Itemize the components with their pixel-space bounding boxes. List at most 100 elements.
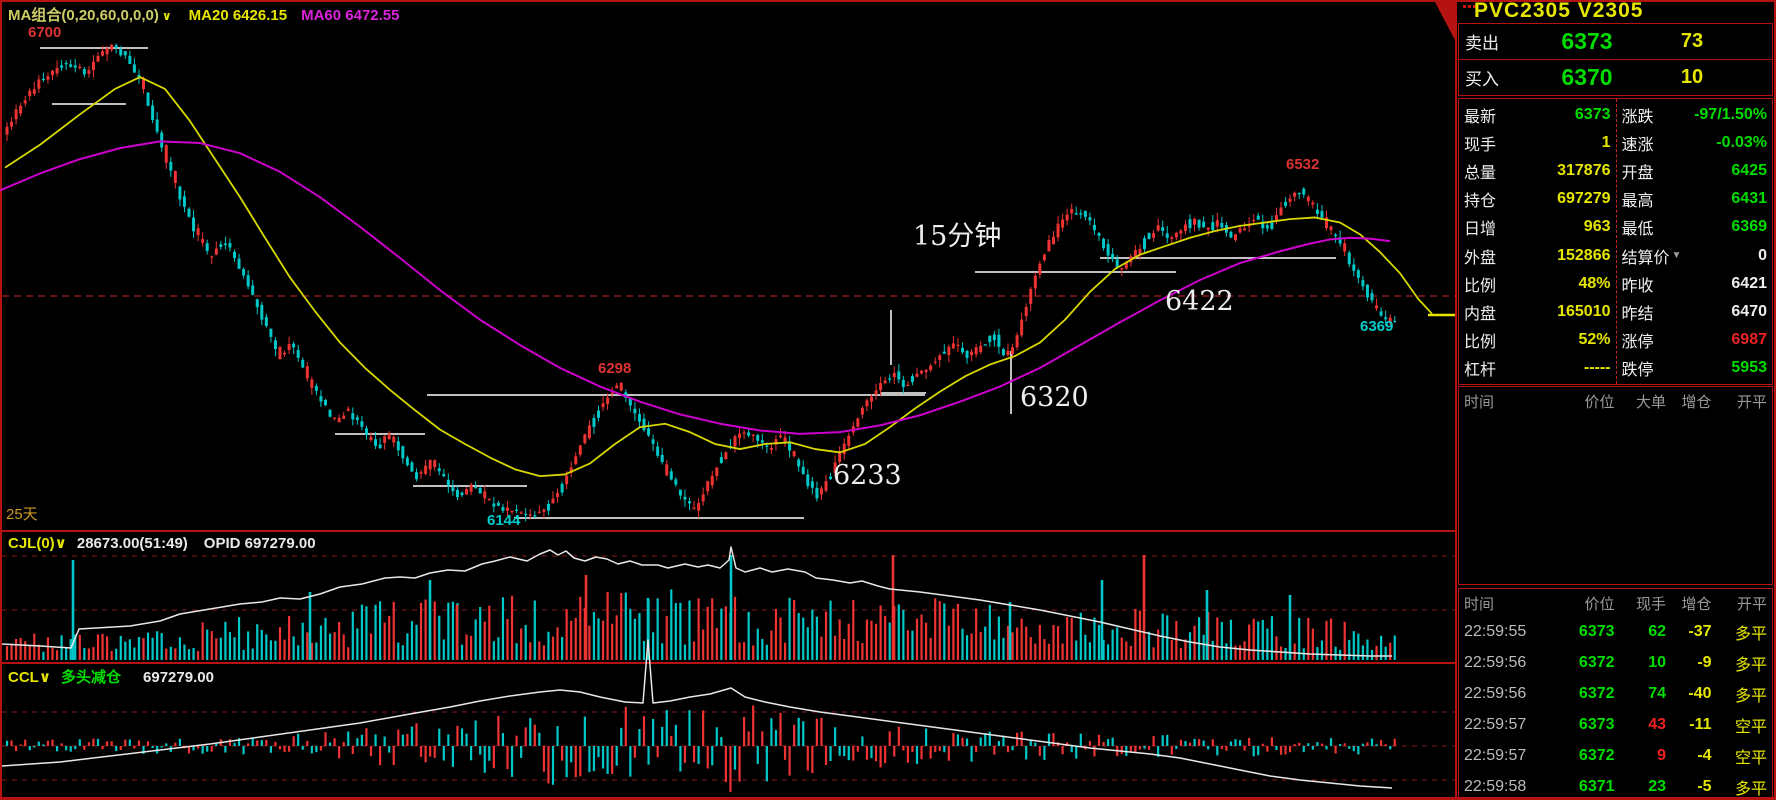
large-order-table[interactable]: 时间 价位 大单 增仓 开平 [1458, 386, 1773, 585]
ma60-value: 6472.55 [345, 7, 400, 24]
ask-label: 卖出 [1465, 34, 1499, 53]
tick-qty: 9 [1657, 746, 1666, 764]
stat-row-right-4: 最低 6369 [1617, 214, 1773, 241]
stat-row-left-4: 日增 963 [1459, 214, 1616, 241]
contract-marker-icon [1463, 4, 1466, 8]
tick-price: 6372 [1578, 684, 1615, 702]
stat-value: 0 [1758, 246, 1767, 264]
panel-title-row: PVC2305 V2305 [1463, 0, 1643, 22]
tick-qty: 10 [1648, 653, 1666, 671]
ccl-legend: CCL∨ 多头减仓 697279.00 [8, 666, 214, 687]
tick-side: 空平 [1734, 749, 1767, 767]
stat-value: 48% [1578, 274, 1611, 292]
ma-group-label: MA组合(0,20,60,0,0,0) [8, 7, 159, 24]
tick-row: 22:59:55 6373 62 -37 多平 [1464, 616, 1767, 647]
stat-value: 6425 [1731, 162, 1767, 180]
tick-time: 22:59:57 [1464, 715, 1527, 733]
tick-table-body: 22:59:55 6373 62 -37 多平 22:59:56 6372 10 -9 多平 22:… [1459, 616, 1772, 800]
cjl-indicator-label: CJL(0) [8, 535, 55, 552]
stat-label: 开盘 [1621, 165, 1654, 183]
column-header-4: 开平 [1736, 596, 1767, 613]
stat-value: 697279 [1557, 190, 1611, 208]
column-header-3: 增仓 [1681, 596, 1712, 613]
tick-time: 22:59:58 [1464, 777, 1527, 795]
chevron-down-icon[interactable]: ∨ [54, 535, 67, 552]
stat-label: 比例 [1464, 333, 1497, 351]
chevron-down-icon[interactable]: ∨ [38, 669, 52, 686]
opid-value: 697279.00 [244, 535, 316, 552]
stats-column-left: 最新 6373 现手 1 总量 317876 持仓 697279 日增 963 外盘 152866 比例… [1459, 99, 1616, 384]
tick-price: 6373 [1578, 715, 1615, 733]
tick-price: 6371 [1578, 777, 1615, 795]
ma-legend: MA组合(0,20,60,0,0,0) ∨ MA20 6426.15 MA60 647… [8, 4, 400, 25]
tick-time: 22:59:57 [1464, 746, 1527, 764]
ccl-signal: 多头减仓 [61, 669, 122, 686]
bid-label: 买入 [1465, 70, 1499, 89]
bid-row[interactable]: 买入 6370 10 [1459, 60, 1772, 95]
corner-flag-icon [1435, 2, 1457, 44]
stat-label: 涨跌 [1621, 109, 1654, 127]
stat-row-left-7: 内盘 165010 [1459, 298, 1616, 325]
kline-chart[interactable] [0, 0, 1457, 800]
tick-price: 6372 [1578, 746, 1615, 764]
tick-row: 22:59:56 6372 74 -40 多平 [1464, 678, 1767, 709]
column-header-2: 大单 [1635, 394, 1666, 411]
stat-value: 317876 [1557, 162, 1611, 180]
price-annotation: 6700 [28, 24, 62, 41]
price-annotation: 6298 [598, 360, 632, 377]
price-annotation: 6320 [1020, 382, 1089, 413]
ask-price: 6373 [1561, 28, 1613, 54]
ma20-value: 6426.15 [232, 7, 288, 24]
price-annotation: 6369 [1360, 318, 1394, 335]
stat-value: 6369 [1731, 218, 1767, 236]
bid-price: 6370 [1561, 64, 1613, 90]
stat-row-left-1: 现手 1 [1459, 130, 1616, 157]
cjl-legend: CJL(0)∨ 28673.00(51:49) OPID 697279.00 [8, 534, 316, 552]
stat-row-left-2: 总量 317876 [1459, 158, 1616, 185]
stat-value: 6421 [1731, 274, 1767, 292]
stat-label: 日增 [1464, 221, 1497, 239]
price-annotation: 6233 [833, 460, 902, 491]
chart-region[interactable]: MA组合(0,20,60,0,0,0) ∨ MA20 6426.15 MA60 647… [0, 0, 1457, 800]
column-header-1: 价位 [1584, 596, 1615, 613]
tick-delta: -40 [1688, 684, 1712, 702]
stat-row-right-8: 涨停 6987 [1617, 326, 1773, 353]
ask-row[interactable]: 卖出 6373 73 [1459, 24, 1772, 60]
price-annotation: 6422 [1165, 286, 1234, 317]
stat-row-left-5: 外盘 152866 [1459, 242, 1616, 269]
stat-label: 速涨 [1621, 137, 1654, 155]
tick-table[interactable]: 时间 价位 现手 增仓 开平 22:59:55 6373 62 -37 多平 22:59:56 63… [1458, 588, 1773, 799]
stat-label: 现手 [1464, 137, 1497, 155]
stat-value: 6987 [1731, 330, 1767, 348]
tick-row: 22:59:56 6372 10 -9 多平 [1464, 647, 1767, 678]
tick-side: 空平 [1734, 718, 1767, 736]
stat-row-right-5: 结算价 ▼ 0 [1617, 242, 1773, 269]
stat-value: ----- [1583, 358, 1611, 376]
timeframe-note: 25天 [6, 506, 38, 523]
tick-qty: 23 [1648, 777, 1666, 795]
price-annotation: 6144 [487, 512, 521, 529]
stat-value: 6470 [1731, 302, 1767, 320]
column-header-4: 开平 [1736, 394, 1767, 411]
price-annotation: 15分钟 [913, 221, 1002, 252]
chevron-down-icon[interactable]: ∨ [161, 9, 172, 23]
large-order-table-header: 时间 价位 大单 增仓 开平 [1459, 387, 1772, 414]
right-border [1774, 0, 1776, 800]
tick-time: 22:59:56 [1464, 653, 1527, 671]
tick-delta: -37 [1688, 622, 1712, 640]
stat-row-right-6: 昨收 6421 [1617, 270, 1773, 297]
triangle-down-icon[interactable]: ▼ [1671, 250, 1682, 262]
stat-label: 外盘 [1464, 249, 1497, 267]
stat-row-right-1: 速涨 -0.03% [1617, 130, 1773, 157]
tick-side: 多平 [1734, 625, 1767, 643]
stat-label: 总量 [1464, 165, 1497, 183]
contract-title[interactable]: PVC2305 V2305 [1474, 0, 1644, 22]
tick-price: 6373 [1578, 622, 1615, 640]
stat-value: 1 [1601, 134, 1611, 152]
ccl-value: 697279.00 [143, 669, 214, 686]
stats-box: 最新 6373 现手 1 总量 317876 持仓 697279 日增 963 外盘 152866 比例… [1458, 98, 1773, 385]
stat-label: 涨停 [1621, 333, 1654, 351]
stat-row-left-8: 比例 52% [1459, 326, 1616, 353]
tick-price: 6372 [1578, 653, 1615, 671]
